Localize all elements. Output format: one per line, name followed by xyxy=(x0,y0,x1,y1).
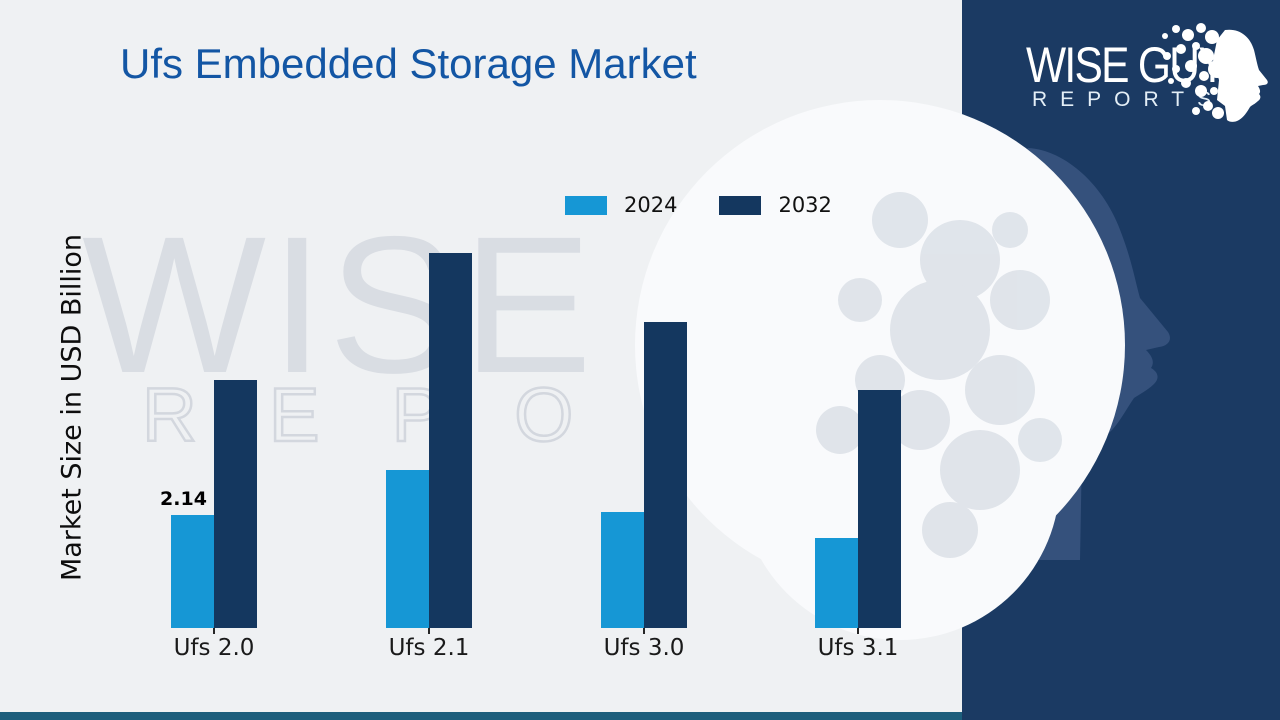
legend-label-2024: 2024 xyxy=(624,193,678,217)
category-label-ufs-2-0: Ufs 2.0 xyxy=(173,635,255,661)
bar-value-label-ufs-2-0: 2.14 xyxy=(160,488,207,510)
bar-2024-ufs-3-1 xyxy=(815,538,858,628)
legend-swatch-2032 xyxy=(719,195,762,215)
brand-logo: WISE GUY REPORTS xyxy=(962,0,1280,160)
y-axis-label: Market Size in USD Billion xyxy=(56,233,88,582)
x-tick-ufs-3-1 xyxy=(857,628,859,634)
chart-title: Ufs Embedded Storage Market xyxy=(120,40,697,87)
x-tick-ufs-3-0 xyxy=(643,628,645,634)
bar-2024-ufs-2-0 xyxy=(171,515,214,628)
x-tick-ufs-2-1 xyxy=(428,628,430,634)
bar-2024-ufs-2-1 xyxy=(386,470,429,628)
brand-logo-head-icon xyxy=(1162,23,1268,122)
category-label-ufs-2-1: Ufs 2.1 xyxy=(388,635,470,661)
category-label-ufs-3-0: Ufs 3.0 xyxy=(603,635,685,661)
bar-2024-ufs-3-0 xyxy=(601,512,644,628)
chart-legend: 2024 2032 xyxy=(565,193,832,217)
bar-2032-ufs-3-1 xyxy=(858,390,901,628)
category-label-ufs-3-1: Ufs 3.1 xyxy=(817,635,899,661)
legend-swatch-2024 xyxy=(565,195,607,215)
bar-2032-ufs-2-1 xyxy=(429,253,472,628)
bottom-accent-strip xyxy=(0,712,1280,720)
bar-2032-ufs-3-0 xyxy=(644,322,687,628)
bar-2032-ufs-2-0 xyxy=(214,380,257,628)
legend-label-2032: 2032 xyxy=(778,193,832,217)
legend-item-2024: 2024 xyxy=(565,193,677,217)
x-tick-ufs-2-0 xyxy=(213,628,215,634)
legend-item-2032: 2032 xyxy=(719,193,832,217)
